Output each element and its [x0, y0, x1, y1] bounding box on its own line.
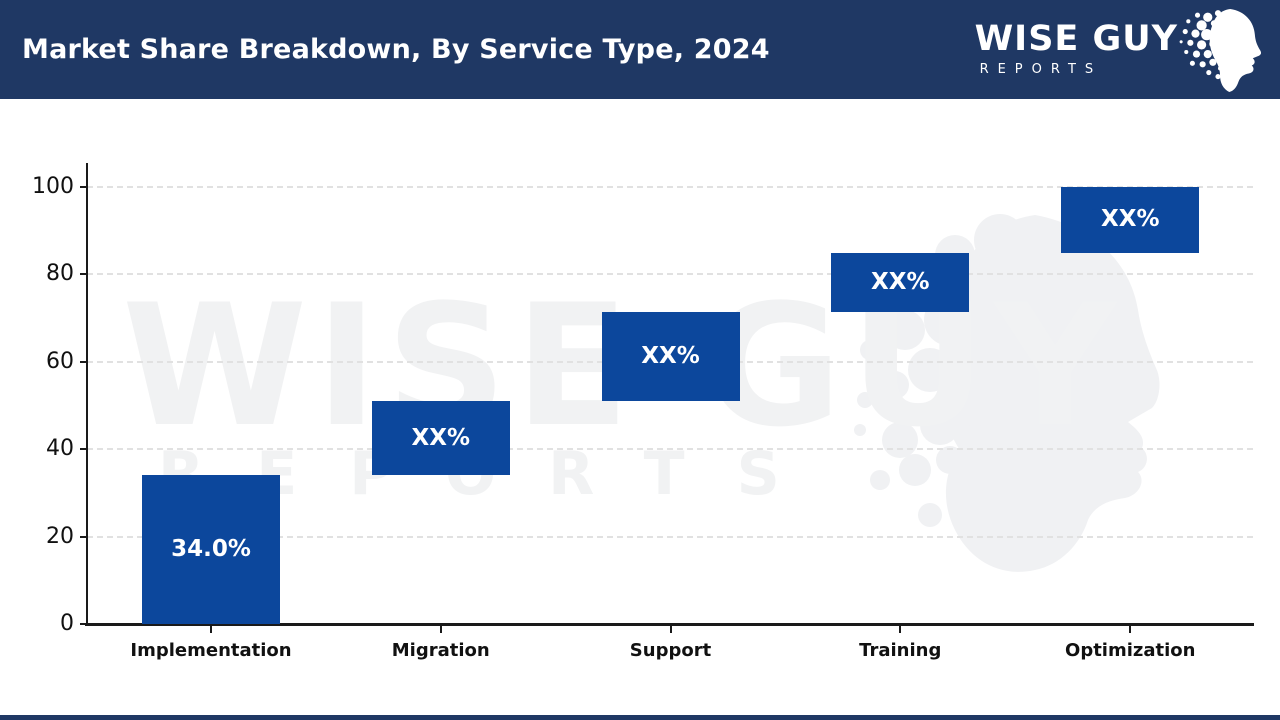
bar-implementation: 34.0%: [142, 475, 280, 624]
y-tick-label: 20: [46, 523, 74, 549]
x-tick-mark: [899, 626, 902, 633]
brand-subname: REPORTS: [979, 62, 1103, 77]
bar-support: XX%: [601, 311, 740, 402]
y-tick-mark: [80, 535, 87, 538]
x-category-label: Implementation: [130, 640, 292, 661]
x-category-label: Optimization: [1065, 640, 1196, 661]
x-tick-mark: [669, 626, 672, 633]
footer-accent-bar: [0, 715, 1280, 720]
bar-value-label: 34.0%: [171, 536, 251, 563]
x-tick-mark: [210, 626, 212, 633]
y-tick-label: 0: [60, 611, 74, 636]
x-tick-mark: [1129, 626, 1132, 633]
chart-title: Market Share Breakdown, By Service Type,…: [22, 34, 770, 65]
header-bar: Market Share Breakdown, By Service Type,…: [0, 0, 1280, 99]
x-category-label: Migration: [391, 640, 490, 661]
y-gridline: [87, 535, 1253, 538]
brand-head-icon: [1179, 8, 1262, 92]
y-gridline: [87, 186, 1253, 188]
y-tick-mark: [80, 448, 87, 451]
y-gridline: [87, 448, 1253, 451]
brand-logo-text: WISE GUY REPORTS: [974, 19, 1178, 78]
y-gridline: [87, 273, 1253, 276]
bar-value-label: XX%: [1100, 206, 1160, 233]
y-tick-label: 40: [46, 436, 74, 462]
x-tick-mark: [439, 626, 442, 633]
bar-value-label: XX%: [641, 342, 700, 369]
x-category-label: Support: [629, 640, 712, 661]
bar-value-label: XX%: [870, 268, 930, 295]
bar-migration: XX%: [371, 401, 510, 476]
bar-optimization: XX%: [1061, 187, 1200, 253]
brand-name: WISE GUY: [974, 19, 1178, 59]
y-tick-mark: [80, 273, 87, 276]
y-tick-mark: [80, 623, 87, 625]
y-tick-mark: [80, 360, 87, 363]
y-tick-label: 60: [46, 348, 74, 374]
bar-value-label: XX%: [411, 424, 470, 451]
y-axis-line: [86, 163, 88, 626]
y-tick-label: 80: [46, 261, 74, 287]
bar-training: XX%: [831, 252, 970, 312]
y-tick-mark: [80, 186, 87, 188]
x-axis-line: [85, 623, 1254, 626]
y-tick-label: 100: [32, 174, 74, 199]
x-category-label: Training: [859, 640, 942, 661]
brand-logo: WISE GUY REPORTS: [975, 7, 1264, 93]
